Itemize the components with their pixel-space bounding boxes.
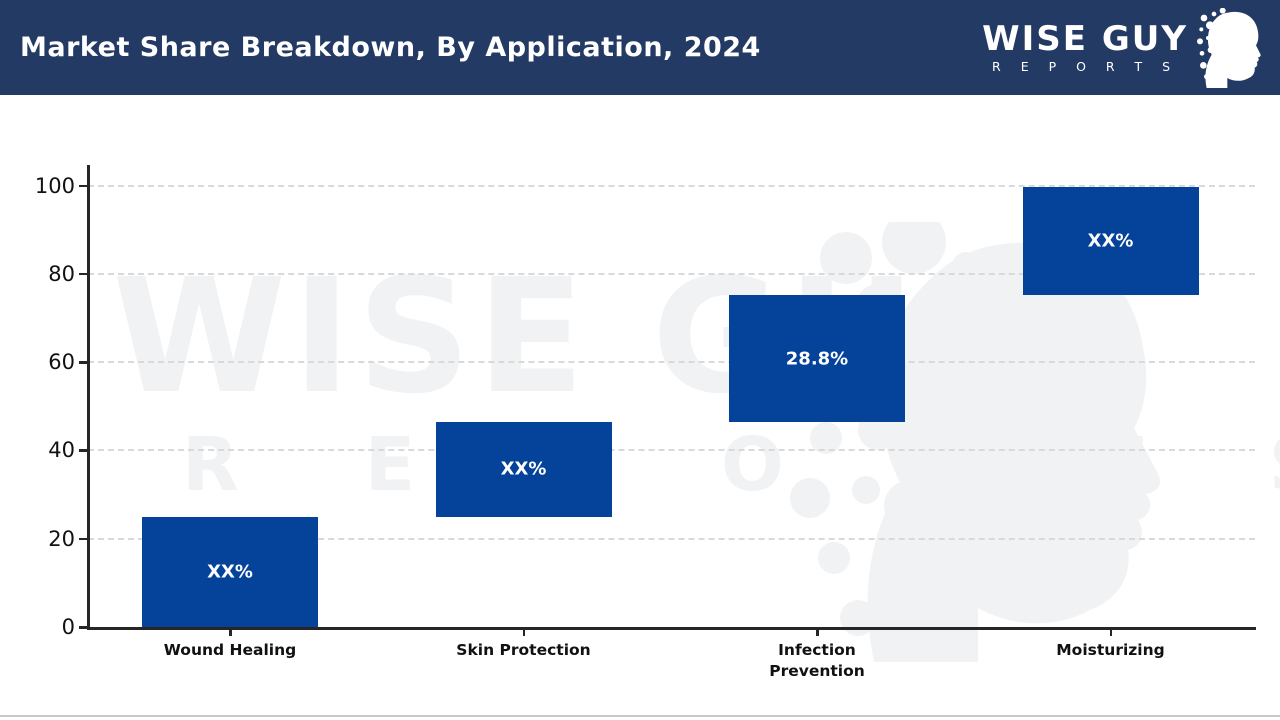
x-tick-mark <box>816 627 819 636</box>
y-tick-mark <box>79 449 88 452</box>
y-tick-mark <box>79 537 88 541</box>
y-gridline <box>88 449 1255 452</box>
y-tick-label: 0 <box>61 615 75 639</box>
bottom-divider <box>0 715 1280 717</box>
bar-value-label: 28.8% <box>785 348 849 370</box>
wise-guy-head-icon <box>1197 7 1261 88</box>
wise-guy-logo-subname: R E P O R T S <box>992 58 1179 74</box>
page-title: Market Share Breakdown, By Application, … <box>20 32 761 63</box>
y-tick-mark <box>79 626 88 629</box>
y-tick-label: 40 <box>48 438 75 463</box>
y-axis-line <box>87 165 90 629</box>
wise-guy-logo-text: WISE GUY R E P O R T S <box>982 22 1188 74</box>
y-tick-mark <box>79 184 88 188</box>
wise-guy-logo-name: WISE GUY <box>982 18 1188 59</box>
x-category-label: Infection Prevention <box>769 641 865 680</box>
wise-guy-logo: WISE GUY R E P O R T S <box>982 0 1266 95</box>
y-gridline <box>88 272 1255 275</box>
y-gridline <box>88 184 1255 187</box>
x-category-label: Moisturizing <box>1056 641 1165 659</box>
x-tick-mark <box>1109 627 1112 636</box>
x-category-label: Skin Protection <box>456 641 591 659</box>
market-share-bar <box>435 422 612 517</box>
y-tick-label: 100 <box>34 173 75 198</box>
y-tick-mark <box>79 272 88 276</box>
bar-value-label: XX% <box>1087 230 1134 252</box>
bar-value-label: XX% <box>500 458 547 480</box>
y-tick-label: 20 <box>48 526 75 551</box>
market-share-bar <box>142 516 318 627</box>
y-gridline <box>88 361 1255 364</box>
x-axis-line <box>87 627 1256 630</box>
market-share-bar <box>729 295 905 423</box>
x-tick-mark <box>229 627 232 636</box>
y-tick-label: 80 <box>48 261 75 286</box>
y-gridline <box>88 537 1255 540</box>
bar-value-label: XX% <box>207 561 253 583</box>
market-share-bar <box>1022 187 1199 296</box>
header-band: Market Share Breakdown, By Application, … <box>0 0 1280 95</box>
y-tick-label: 60 <box>48 350 75 375</box>
x-tick-mark <box>522 627 525 636</box>
x-category-label: Wound Healing <box>163 641 297 659</box>
y-tick-mark <box>79 361 88 364</box>
